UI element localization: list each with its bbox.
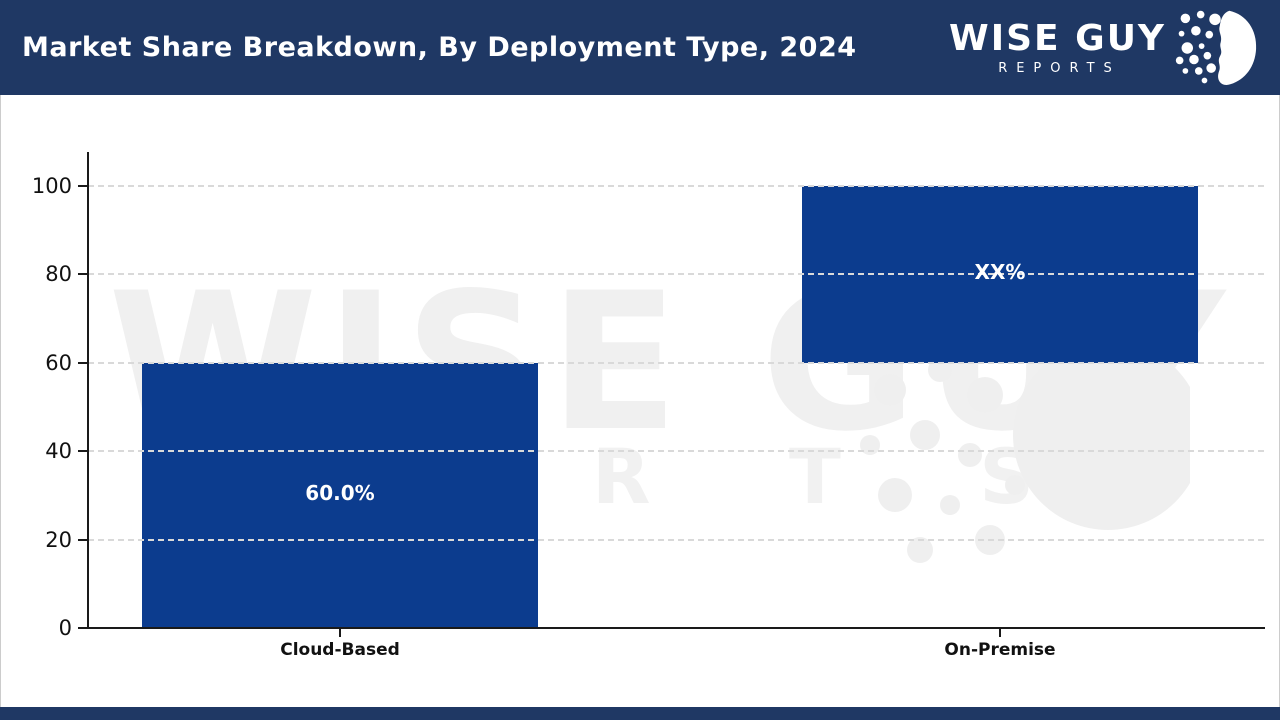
logo-text: WISE GUY REPORTS	[948, 17, 1166, 76]
x-category-label: On-Premise	[944, 640, 1056, 660]
y-tick-mark	[78, 538, 88, 541]
x-axis-line	[87, 627, 1265, 629]
y-tick-label: 80	[45, 262, 72, 287]
gridline-40	[88, 450, 1264, 453]
logo-subtext: REPORTS	[998, 60, 1121, 76]
footer-bar	[0, 707, 1280, 720]
y-tick-mark	[78, 273, 88, 276]
y-tick-mark	[78, 627, 88, 629]
x-category-label: Cloud-Based	[280, 640, 400, 660]
y-axis-line	[87, 152, 89, 629]
wise-guy-logo: WISE GUY REPORTS	[949, 5, 1258, 91]
logo-face-icon	[1175, 10, 1257, 85]
y-tick-mark	[78, 185, 88, 187]
chart-title: Market Share Breakdown, By Deployment Ty…	[22, 32, 857, 63]
y-tick-label: 20	[45, 527, 72, 552]
y-tick-label: 60	[45, 350, 72, 375]
header: Market Share Breakdown, By Deployment Ty…	[0, 0, 1280, 95]
x-tick-mark	[339, 629, 341, 637]
gridline-80	[88, 273, 1264, 276]
bar-value-label: 60.0%	[305, 481, 375, 506]
y-tick-label: 40	[45, 439, 72, 464]
y-tick-label: 100	[31, 174, 72, 198]
gridline-20	[88, 538, 1264, 541]
logo-wordmark: WISE GUY	[948, 17, 1166, 59]
y-tick-mark	[78, 361, 88, 364]
bar-cloud-based	[142, 362, 538, 628]
y-tick-label: 0	[58, 616, 72, 640]
gridline-100	[88, 185, 1264, 187]
y-tick-mark	[78, 450, 88, 453]
bar-value-label: XX%	[974, 260, 1026, 285]
gridline-60	[88, 361, 1264, 364]
x-tick-mark	[999, 629, 1001, 637]
